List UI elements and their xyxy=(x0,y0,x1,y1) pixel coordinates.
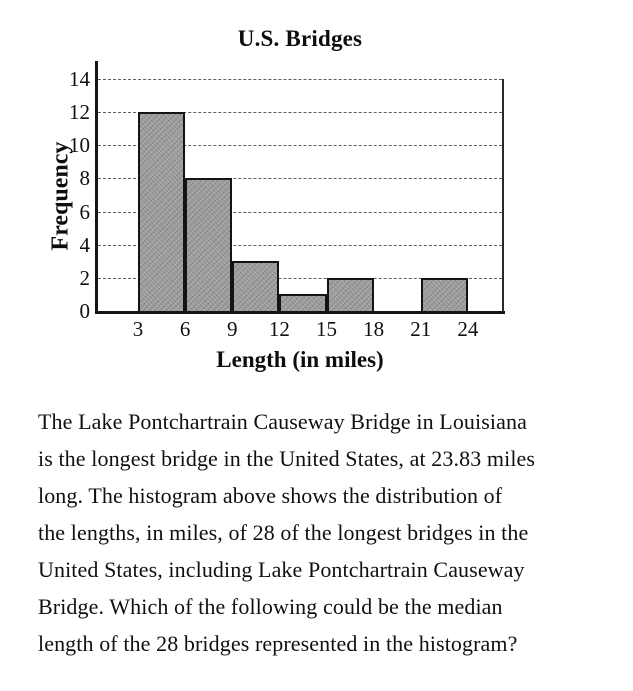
problem-line: long. The histogram above shows the dist… xyxy=(38,483,503,508)
x-tick-label: 15 xyxy=(316,317,338,341)
histogram-bar xyxy=(326,277,374,311)
y-tick-label: 10 xyxy=(69,133,90,158)
gridline xyxy=(98,244,502,246)
y-tick-label: 8 xyxy=(79,166,91,191)
problem-line: the lengths, in miles, of 28 of the long… xyxy=(38,520,529,545)
x-tick-label: 18 xyxy=(363,317,385,341)
gridline xyxy=(98,211,502,213)
problem-line: The Lake Pontchartrain Causeway Bridge i… xyxy=(38,409,527,434)
x-tick-label: 6 xyxy=(179,317,191,341)
histogram-bar xyxy=(138,112,186,311)
gridline xyxy=(98,112,502,114)
x-tick-label: 21 xyxy=(410,317,432,341)
y-tick-label: 4 xyxy=(79,232,91,257)
x-tick-labels: 3 6 9 12 15 18 21 24 xyxy=(98,317,502,341)
y-tick-label: 12 xyxy=(69,100,90,125)
histogram-bar xyxy=(279,294,327,311)
histogram-bar xyxy=(420,277,468,311)
y-axis-title: Frequency xyxy=(47,141,74,251)
problem-line: Bridge. Which of the following could be … xyxy=(38,594,503,619)
gridline xyxy=(98,178,502,180)
gridline xyxy=(98,277,502,279)
problem-line: is the longest bridge in the United Stat… xyxy=(38,446,536,471)
y-tick-labels: 0 2 4 6 8 10 12 14 xyxy=(52,68,91,322)
problem-line: United States, including Lake Pontchartr… xyxy=(38,557,525,582)
histogram-bar xyxy=(232,261,280,311)
problem-line: length of the 28 bridges represented in … xyxy=(38,631,518,656)
x-axis-title: Length (in miles) xyxy=(216,347,384,372)
problem-text: The Lake Pontchartrain Causeway Bridge i… xyxy=(38,403,618,662)
gridline xyxy=(98,145,502,147)
y-tick-label: 2 xyxy=(79,265,91,290)
plot-area xyxy=(98,79,504,311)
x-tick-label: 12 xyxy=(268,317,290,341)
y-axis-line xyxy=(95,61,98,314)
x-axis-line xyxy=(95,311,505,314)
x-tick-label: 3 xyxy=(132,317,144,341)
x-tick-label: 24 xyxy=(457,317,479,341)
histogram-bar xyxy=(185,178,233,311)
chart-title: U.S. Bridges xyxy=(237,26,363,51)
x-tick-label: 9 xyxy=(227,317,238,341)
gridline xyxy=(98,79,502,80)
y-tick-label: 14 xyxy=(69,67,90,91)
y-tick-label: 0 xyxy=(79,299,91,323)
y-tick-label: 6 xyxy=(79,199,91,224)
